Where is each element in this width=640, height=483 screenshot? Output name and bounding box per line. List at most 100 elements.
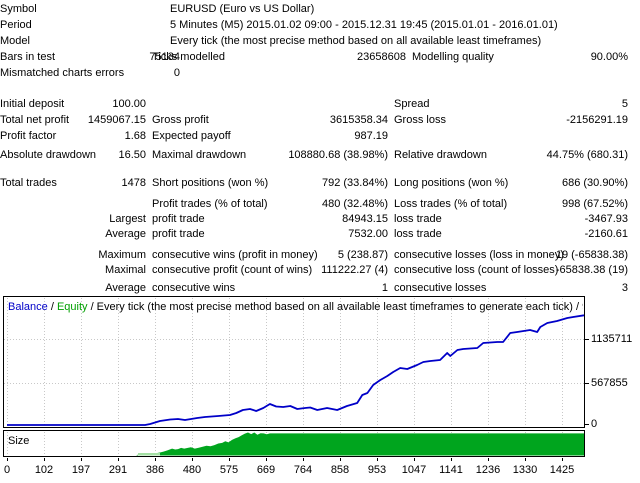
- legend-equity: Equity: [56, 301, 88, 313]
- x-axis-label-669: 669: [256, 464, 276, 476]
- report-row-trades-3: Average profit trade 7532.00 loss trade -216…: [0, 227, 640, 242]
- report-cell-c4: 7532.00: [348, 228, 388, 240]
- report-cell-c2: Maximum: [98, 249, 146, 261]
- report-cell-c3: Short positions (won %): [152, 177, 269, 189]
- report-cell-c2: 1459067.15: [87, 114, 146, 126]
- report-cell-c1: Absolute drawdown: [0, 149, 97, 161]
- report-cell-c1: Model: [0, 35, 30, 47]
- report-cell-wide: EURUSD (Euro vs US Dollar): [170, 3, 315, 15]
- balance-chart-box: [3, 296, 585, 428]
- size-area: [136, 432, 584, 456]
- report-cell-c6: 5: [621, 98, 628, 110]
- report-cell-c2: Average: [105, 282, 146, 294]
- report-cell-c4: 84943.15: [342, 213, 388, 225]
- report-cell-c6: 90.00%: [590, 51, 628, 63]
- report-cell-c2: 16.50: [118, 149, 146, 161]
- x-axis-label-575: 575: [219, 464, 239, 476]
- y-axis-label-1135711: 1135711: [591, 333, 633, 345]
- x-axis-label-197: 197: [71, 464, 91, 476]
- report-row-header-0: Symbol EURUSD (Euro vs US Dollar): [0, 2, 640, 17]
- report-cell-c3: consecutive wins (profit in money): [152, 249, 318, 261]
- report-cell-c4: 3615358.34: [329, 114, 388, 126]
- report-row-header-4: Mismatched charts errors 0: [0, 66, 640, 81]
- report-cell-c2: 1.68: [124, 130, 146, 142]
- x-axis-label-858: 858: [330, 464, 350, 476]
- report-cell-c6: -2160.61: [584, 228, 628, 240]
- report-cell-c3: Expected payoff: [152, 130, 231, 142]
- y-axis-label-0: 0: [591, 418, 598, 430]
- report-cell-c3: Gross profit: [152, 114, 209, 126]
- report-cell-c5: Spread: [394, 98, 430, 110]
- chart-legend: Balance / Equity / Every tick (the most …: [8, 300, 583, 314]
- report-row-results-1: Total net profit 1459067.15 Gross profit 36…: [0, 113, 640, 128]
- x-axis-label-1047: 1047: [401, 464, 427, 476]
- report-cell-c5: Loss trades (% of total): [394, 198, 508, 210]
- x-axis-label-1141: 1141: [439, 464, 463, 476]
- report-cell-c1: Period: [0, 19, 32, 31]
- report-cell-c3: consecutive profit (count of wins): [152, 264, 313, 276]
- report-cell-c2: Average: [105, 228, 146, 240]
- report-cell-c1: Initial deposit: [0, 98, 65, 110]
- x-axis-label-1425: 1425: [549, 464, 575, 476]
- legend-balance: Balance: [8, 301, 48, 313]
- report-cell-c5: loss trade: [394, 228, 442, 240]
- report-cell-c4: 111222.27 (4): [321, 264, 388, 276]
- report-cell-c2: 100.00: [112, 98, 146, 110]
- report-row-header-1: Period 5 Minutes (M5) 2015.01.02 09:00 - …: [0, 18, 640, 33]
- report-cell-c2: 0: [173, 67, 180, 79]
- report-row-trades-5: Maximal consecutive profit (count of wins…: [0, 263, 640, 278]
- report-cell-c1: Bars in test: [0, 51, 56, 63]
- report-cell-c5: Long positions (won %): [394, 177, 509, 189]
- legend-model-text: / Every tick (the most precise method ba…: [87, 301, 583, 313]
- report-cell-c1: Total trades: [0, 177, 57, 189]
- report-cell-c6: 44.75% (680.31): [546, 149, 628, 161]
- x-axis-label-953: 953: [367, 464, 387, 476]
- x-axis-label-102: 102: [34, 464, 54, 476]
- report-cell-c5: consecutive loss (count of losses): [394, 264, 559, 276]
- report-cell-c6: 998 (67.52%): [561, 198, 628, 210]
- report-row-results-2: Profit factor 1.68 Expected payoff 987.19: [0, 129, 640, 144]
- report-cell-c4: 5 (238.87): [337, 249, 388, 261]
- x-axis-label-1236: 1236: [475, 464, 501, 476]
- report-cell-c6: 3: [621, 282, 628, 294]
- report-cell-c1: Mismatched charts errors: [0, 67, 125, 79]
- report-cell-c3: Ticks modelled: [152, 51, 225, 63]
- report-row-results-3: Absolute drawdown 16.50 Maximal drawdown 10…: [0, 148, 640, 163]
- report-cell-c1: Profit factor: [0, 130, 57, 142]
- balance-line: [7, 314, 585, 426]
- size-area-start: [138, 453, 160, 456]
- report-cell-c4: 792 (33.84%): [321, 177, 388, 189]
- legend-separator: /: [47, 301, 57, 313]
- report-cell-c6: 686 (30.90%): [561, 177, 628, 189]
- report-cell-c1: Symbol: [0, 3, 37, 15]
- report-cell-c2: Maximal: [105, 264, 146, 276]
- report-cell-c4: 987.19: [354, 130, 388, 142]
- y-axis-label-567855: 567855: [591, 377, 628, 389]
- report-cell-c3: consecutive wins: [152, 282, 236, 294]
- report-cell-c4: 480 (32.48%): [321, 198, 388, 210]
- report-cell-c5: Relative drawdown: [394, 149, 487, 161]
- report-cell-wide: 5 Minutes (M5) 2015.01.02 09:00 - 2015.1…: [170, 19, 558, 31]
- report-cell-c2: 1478: [121, 177, 146, 189]
- report-cell-c6: -2156291.19: [566, 114, 628, 126]
- report-cell-c4: 108880.68 (38.98%): [288, 149, 388, 161]
- report-row-trades-2: Largest profit trade 84943.15 loss trade -34…: [0, 212, 640, 227]
- report-cell-c6: -65838.38 (19): [555, 264, 628, 276]
- report-cell-c2: 75134: [149, 51, 180, 63]
- report-row-trades-6: Average consecutive wins 1 consecutive loss…: [0, 281, 640, 296]
- report-row-trades-0: Total trades 1478 Short positions (won %) 7…: [0, 176, 640, 191]
- report-cell-c5: consecutive losses: [394, 282, 487, 294]
- report-cell-c5: Gross loss: [394, 114, 446, 126]
- x-axis-label-480: 480: [182, 464, 202, 476]
- x-axis-label-291: 291: [108, 464, 128, 476]
- size-chart-label: Size: [8, 435, 30, 447]
- report-row-results-0: Initial deposit 100.00 Spread 5: [0, 97, 640, 112]
- report-cell-c3: Profit trades (% of total): [152, 198, 268, 210]
- report-cell-c5: Modelling quality: [412, 51, 494, 63]
- x-axis-label-386: 386: [145, 464, 165, 476]
- report-cell-c3: profit trade: [152, 213, 205, 225]
- report-cell-c3: profit trade: [152, 228, 205, 240]
- report-cell-c2: Largest: [109, 213, 146, 225]
